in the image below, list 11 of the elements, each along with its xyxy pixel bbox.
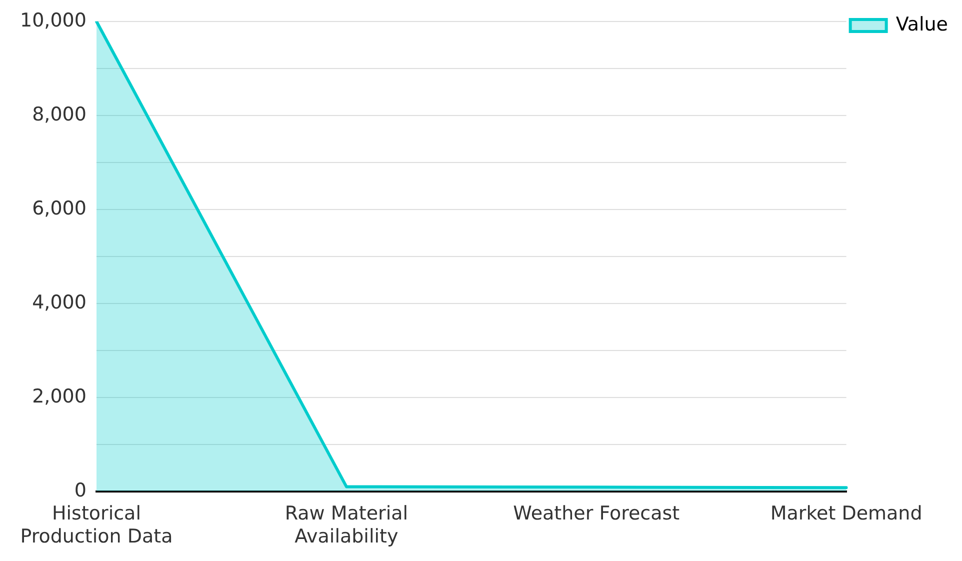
x-tick-label: Raw Material Availability (284, 502, 408, 548)
y-tick-label: 8,000 (32, 103, 86, 126)
x-tick-label: Weather Forecast (513, 502, 680, 525)
y-tick-label: 4,000 (32, 291, 86, 314)
x-tick-label: Market Demand (770, 502, 922, 525)
y-tick-label: 10,000 (20, 9, 86, 32)
legend-label: Value (896, 13, 948, 36)
y-tick-label: 2,000 (32, 385, 86, 408)
x-tick-label: Historical Production Data (20, 502, 173, 548)
y-tick-label: 6,000 (32, 197, 86, 220)
y-tick-label: 0 (74, 479, 86, 502)
